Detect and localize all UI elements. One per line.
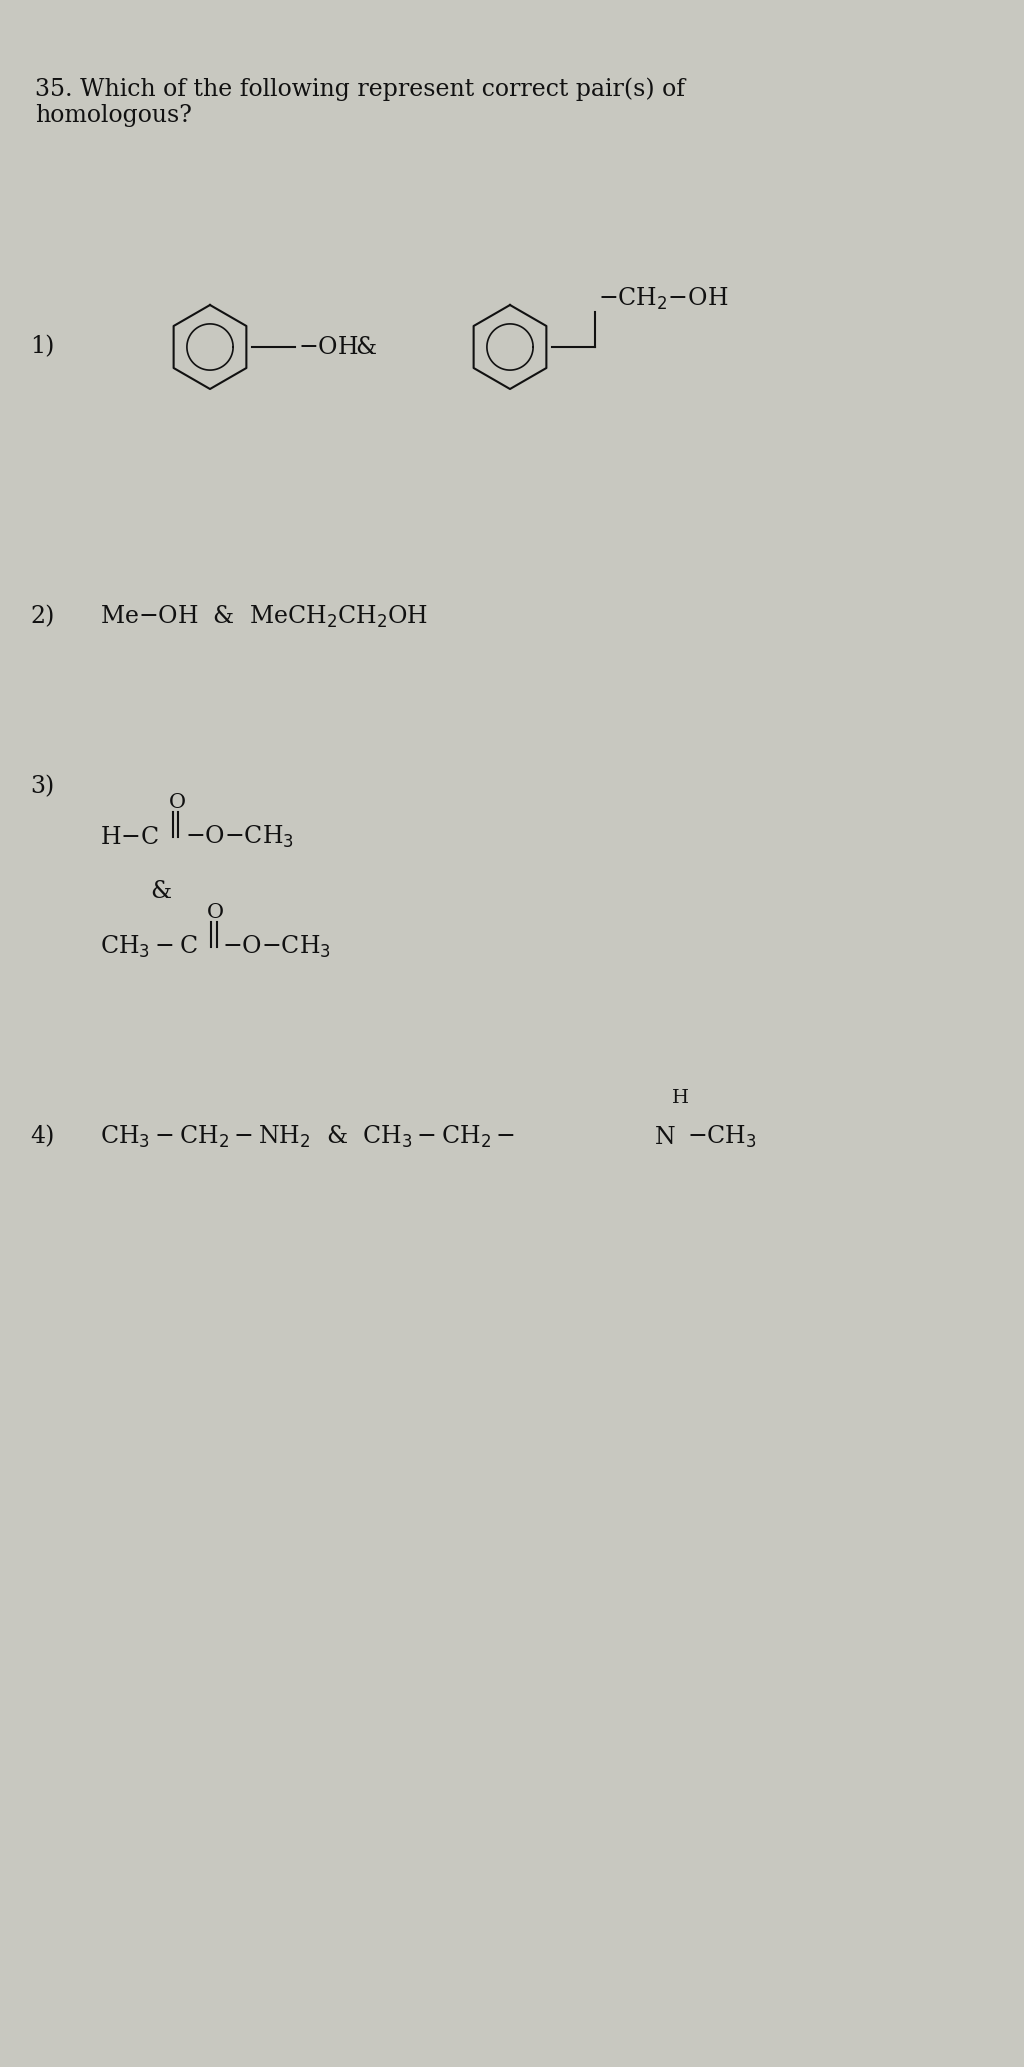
Text: $-$CH$_3$: $-$CH$_3$ <box>687 1124 757 1149</box>
Text: H$-$C: H$-$C <box>100 825 159 847</box>
Text: CH$_3-$C: CH$_3-$C <box>100 934 198 959</box>
Text: $-$O$-$CH$_3$: $-$O$-$CH$_3$ <box>222 934 331 959</box>
Text: 2): 2) <box>30 606 54 628</box>
Text: $-$OH: $-$OH <box>298 335 358 358</box>
Text: 1): 1) <box>30 335 54 358</box>
Text: CH$_3-$CH$_2-$NH$_2$  &  CH$_3-$CH$_2-$: CH$_3-$CH$_2-$NH$_2$ & CH$_3-$CH$_2-$ <box>100 1124 515 1149</box>
Text: $-$O$-$CH$_3$: $-$O$-$CH$_3$ <box>185 825 294 850</box>
Text: O: O <box>207 903 223 922</box>
Text: O: O <box>169 794 185 812</box>
Text: H: H <box>672 1089 688 1108</box>
Text: Me$-$OH  &  MeCH$_2$CH$_2$OH: Me$-$OH & MeCH$_2$CH$_2$OH <box>100 604 428 630</box>
Text: &: & <box>355 335 376 358</box>
Text: 35. Which of the following represent correct pair(s) of
homologous?: 35. Which of the following represent cor… <box>35 76 685 128</box>
Text: &: & <box>150 881 171 903</box>
Text: 3): 3) <box>30 775 54 798</box>
Text: N: N <box>655 1127 676 1149</box>
Text: $-$CH$_2$$-$OH: $-$CH$_2$$-$OH <box>598 285 728 312</box>
Text: 4): 4) <box>30 1127 54 1149</box>
